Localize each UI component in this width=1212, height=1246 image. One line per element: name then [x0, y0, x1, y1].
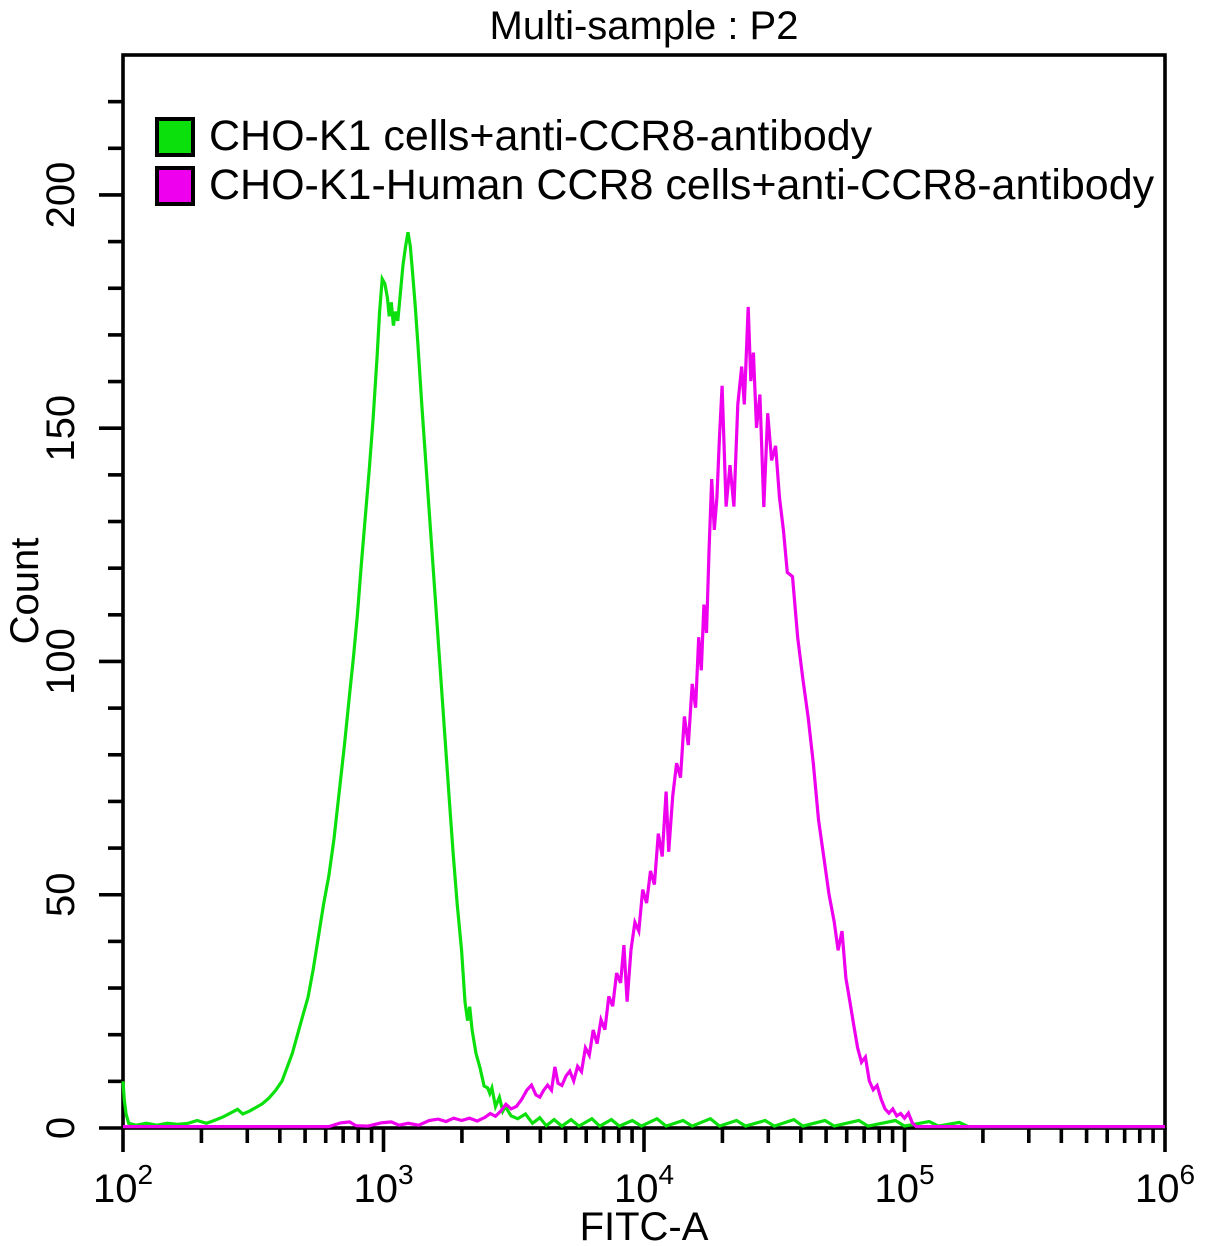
x-axis-title: FITC-A	[580, 1205, 709, 1246]
magenta-legend-swatch	[155, 165, 195, 206]
x-tick-label: 104	[614, 1159, 674, 1211]
x-tick-label: 105	[874, 1159, 934, 1211]
green-histogram-curve	[121, 232, 1165, 1129]
y-tick-label: 100	[39, 628, 83, 695]
legend-label-green: CHO-K1 cells+anti-CCR8-antibody	[209, 112, 873, 160]
plot-frame	[121, 53, 1167, 1130]
magenta-histogram-curve	[123, 306, 1165, 1129]
y-tick-label: 0	[39, 1117, 83, 1139]
legend-item-green: CHO-K1 cells+anti-CCR8-antibody	[155, 112, 1154, 161]
legend-item-magenta: CHO-K1-Human CCR8 cells+anti-CCR8-antibo…	[155, 161, 1154, 210]
chart-title: Multi-sample : P2	[489, 4, 799, 48]
y-axis-title: Count	[3, 538, 47, 645]
y-tick-label: 150	[39, 395, 83, 462]
x-tick-label: 106	[1135, 1159, 1195, 1211]
legend: CHO-K1 cells+anti-CCR8-antibody CHO-K1-H…	[155, 112, 1154, 210]
legend-label-magenta: CHO-K1-Human CCR8 cells+anti-CCR8-antibo…	[209, 161, 1155, 209]
y-tick-label: 50	[39, 872, 83, 917]
y-tick-label: 200	[39, 162, 83, 229]
x-tick-label: 102	[93, 1159, 153, 1211]
x-tick-label: 103	[353, 1159, 413, 1211]
green-legend-swatch	[155, 116, 195, 157]
